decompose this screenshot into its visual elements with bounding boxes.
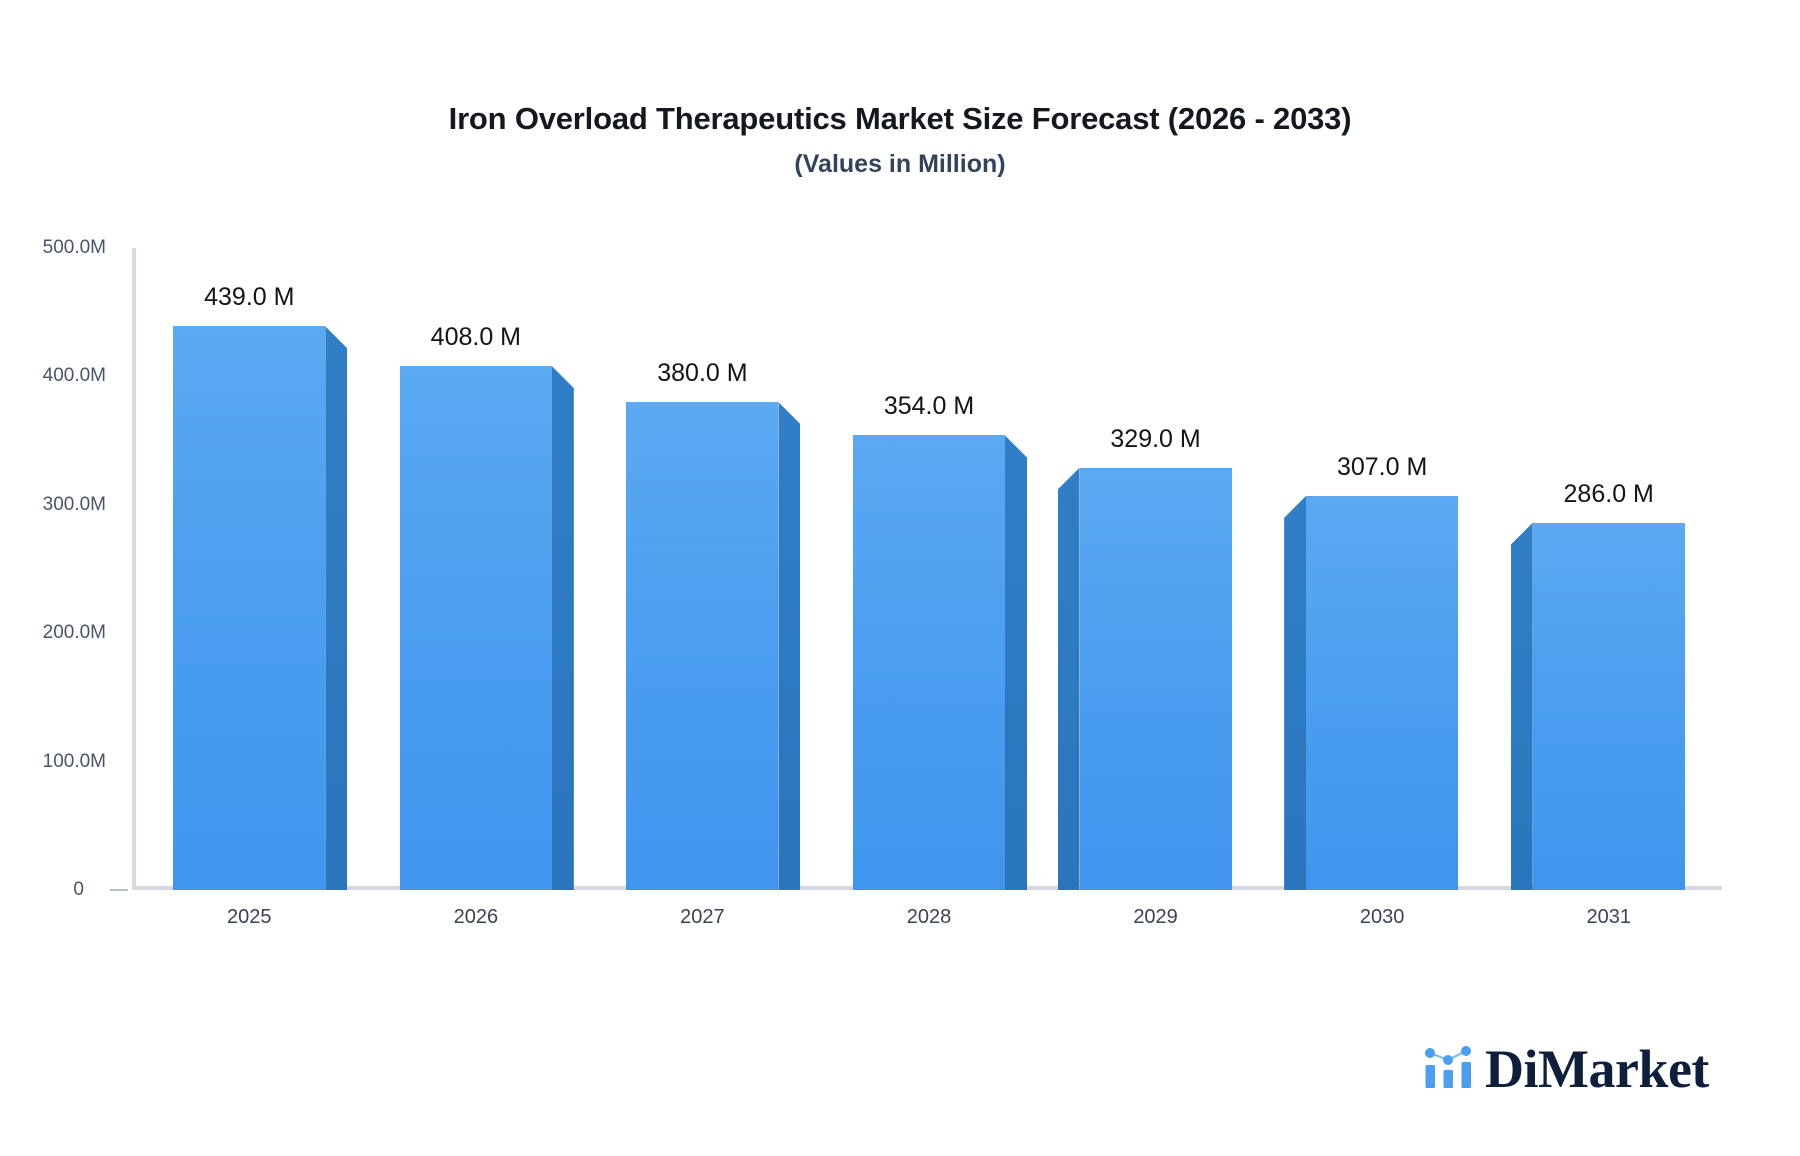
bar-value-label: 354.0 M: [883, 392, 975, 421]
y-axis-tick-label: 500.0M: [42, 237, 106, 258]
x-axis-tick-label: 2026: [453, 906, 499, 928]
bar-face: [1532, 522, 1685, 890]
bar-chart-icon: [1423, 1044, 1475, 1095]
bar-column[interactable]: 354.0 M: [853, 248, 1027, 890]
bars-group: 439.0 M 408.0 M 380.0 M 354.0 M 329.0 M 307.0…: [136, 248, 1722, 890]
x-axis-tick-label: 2028: [906, 906, 952, 928]
x-axis-tick-label: 2030: [1359, 906, 1405, 928]
y-axis-tick-label: 0: [73, 879, 84, 900]
y-axis-tick-label: 200.0M: [42, 622, 106, 644]
bar-face: [626, 402, 779, 890]
bar-face: [1306, 495, 1459, 890]
bar-3d-side: [1057, 467, 1080, 890]
bar-value-label: 307.0 M: [1336, 452, 1428, 481]
bar-column[interactable]: 329.0 M: [1057, 248, 1232, 890]
bar[interactable]: [626, 402, 801, 890]
bar-face: [173, 326, 326, 890]
x-axis-tick-label: 2027: [680, 906, 725, 928]
chart-header: Iron Overload Therapeutics Market Size F…: [0, 100, 1800, 179]
bar-face: [853, 435, 1005, 890]
bar[interactable]: [853, 435, 1027, 890]
bar-column[interactable]: 408.0 M: [399, 248, 574, 890]
y-axis-line: [132, 248, 136, 890]
logo-text: DiMarket: [1485, 1039, 1709, 1099]
bar[interactable]: [1284, 495, 1459, 890]
bar-column[interactable]: 307.0 M: [1284, 248, 1459, 890]
y-axis-tick-label: 100.0M: [42, 750, 106, 772]
bar-value-label: 380.0 M: [657, 359, 748, 388]
bar[interactable]: [173, 326, 348, 890]
x-axis-tick-label: 2025: [227, 906, 272, 928]
brand-logo: DiMarket: [1423, 1042, 1709, 1096]
bar[interactable]: [1510, 522, 1685, 890]
bar-3d-side: [1284, 495, 1307, 890]
bar-column[interactable]: 380.0 M: [626, 248, 801, 890]
bar-value-label: 439.0 M: [204, 283, 295, 312]
bar-3d-side: [325, 326, 348, 890]
bar[interactable]: [1057, 467, 1232, 890]
bar-value-label: 286.0 M: [1563, 479, 1654, 508]
bar-value-label: 329.0 M: [1110, 424, 1201, 453]
x-axis-tick-label: 2031: [1586, 906, 1631, 928]
y-axis-tick-label: 300.0M: [42, 493, 106, 515]
bar-face: [1079, 467, 1232, 890]
chart-title: Iron Overload Therapeutics Market Size F…: [448, 101, 1352, 136]
bar-value-label: 408.0 M: [430, 323, 522, 352]
chart-subtitle: (Values in Million): [794, 150, 1006, 179]
x-axis-tick-label: 2029: [1133, 906, 1178, 928]
bar-3d-side: [1510, 522, 1533, 890]
bar-column[interactable]: 439.0 M: [173, 248, 348, 890]
bar-3d-side: [1005, 435, 1027, 890]
bar[interactable]: [399, 366, 574, 890]
bar-face: [399, 366, 552, 890]
bar-3d-side: [551, 366, 574, 890]
bar-3d-side: [778, 402, 801, 890]
y-axis-tick-label: 400.0M: [42, 365, 106, 387]
y-axis-zero-tick-mark: [110, 889, 128, 891]
bar-column[interactable]: 286.0 M: [1510, 248, 1685, 890]
